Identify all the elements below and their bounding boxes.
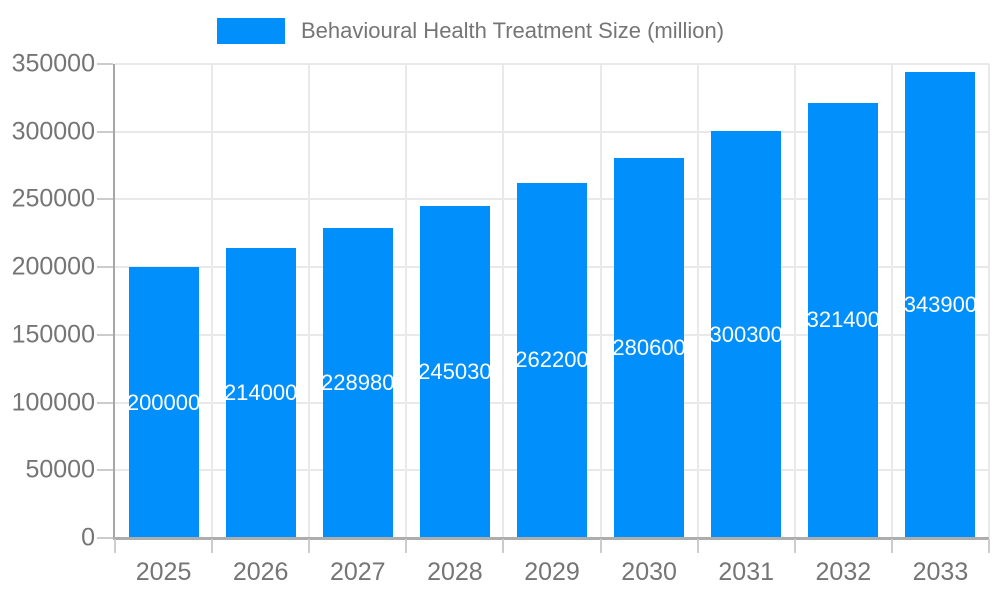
bar-cell: 280600 [601, 64, 698, 538]
x-axis-tick [211, 539, 214, 553]
bar-2030: 280600 [614, 158, 685, 538]
x-axis-category-label: 2032 [815, 558, 872, 586]
legend-label: Behavioural Health Treatment Size (milli… [301, 18, 725, 43]
x-axis-tick [502, 539, 505, 553]
vertical-gridline [890, 64, 893, 538]
y-axis-tick-label: 0 [81, 523, 95, 552]
x-axis-tick [308, 539, 311, 553]
vertical-gridline [793, 64, 796, 538]
y-axis-tick [97, 469, 113, 472]
x-axis-line [113, 537, 989, 540]
bar-cell: 214000 [212, 64, 309, 538]
bar-value-label: 228980 [322, 369, 393, 395]
bar-2026: 214000 [225, 248, 296, 538]
x-axis-tick [599, 539, 602, 553]
y-axis-tick [97, 63, 113, 65]
horizontal-gridline [115, 63, 989, 65]
bar-2028: 245030 [419, 206, 490, 538]
bar-cell: 245030 [406, 64, 503, 538]
y-axis-tick [97, 198, 113, 201]
bar-value-label: 321400 [808, 307, 879, 333]
y-axis-tick [97, 537, 113, 539]
vertical-gridline [988, 64, 990, 538]
y-axis-tick-label: 100000 [11, 388, 95, 417]
x-axis-tick [405, 539, 408, 553]
x-axis-tick [988, 539, 990, 553]
bar-cell: 343900 [892, 64, 989, 538]
y-axis-tick [97, 401, 113, 404]
bar-cell: 300300 [698, 64, 795, 538]
bar-2032: 321400 [808, 102, 879, 538]
x-axis-tick [114, 539, 116, 553]
vertical-gridline [502, 64, 505, 538]
bar-value-label: 262200 [516, 347, 587, 373]
x-axis-category-label: 2026 [232, 558, 289, 586]
x-axis-category-label: 2033 [912, 558, 969, 586]
bar-cell: 262200 [503, 64, 600, 538]
legend-item[interactable]: Behavioural Health Treatment Size (milli… [217, 17, 724, 45]
bar-2033: 343900 [905, 72, 976, 538]
bar-cell: 321400 [795, 64, 892, 538]
x-axis-category-label: 2027 [329, 558, 386, 586]
bar-value-label: 245030 [419, 359, 490, 385]
bar-value-label: 200000 [128, 389, 199, 415]
y-axis-tick-label: 50000 [25, 455, 95, 484]
vertical-gridline [405, 64, 408, 538]
bar-2025: 200000 [128, 267, 199, 538]
x-axis-category-label: 2031 [718, 558, 775, 586]
bar-2031: 300300 [711, 131, 782, 538]
y-axis-tick [97, 333, 113, 336]
vertical-gridline [211, 64, 214, 538]
y-axis-tick [97, 266, 113, 269]
y-axis-tick-label: 250000 [11, 184, 95, 213]
bar-2029: 262200 [516, 182, 587, 538]
y-axis-tick-label: 350000 [11, 49, 95, 78]
horizontal-gridline [115, 130, 989, 133]
y-axis-tick-label: 300000 [11, 117, 95, 146]
x-axis-category-label: 2028 [427, 558, 483, 586]
plot-area: 200000 214000 228980 245030 262200 280600 3003… [12, 50, 990, 586]
vertical-gridline [308, 64, 311, 538]
x-axis-tick [696, 539, 699, 553]
legend-swatch-icon [217, 18, 285, 44]
bar-value-label: 214000 [225, 380, 296, 406]
x-axis-tick [890, 539, 893, 553]
vertical-gridline [696, 64, 699, 538]
y-axis-line [113, 64, 115, 538]
bar-cell: 200000 [115, 64, 212, 538]
y-axis-tick-label: 200000 [11, 252, 95, 281]
bar-value-label: 280600 [614, 335, 685, 360]
bars-layer: 200000 214000 228980 245030 262200 280600 3003… [115, 64, 989, 538]
x-axis-category-label: 2029 [524, 558, 580, 586]
x-axis-category-label: 2030 [621, 558, 677, 586]
bar-cell: 228980 [309, 64, 406, 538]
y-axis-tick-label: 150000 [11, 320, 95, 349]
x-axis-tick [793, 539, 796, 553]
bar-value-label: 300300 [711, 321, 782, 347]
bar-value-label: 343900 [905, 292, 976, 318]
bar-2027: 228980 [322, 227, 393, 538]
vertical-gridline [599, 64, 602, 538]
x-axis-category-label: 2025 [135, 558, 192, 586]
y-axis-tick [97, 130, 113, 133]
